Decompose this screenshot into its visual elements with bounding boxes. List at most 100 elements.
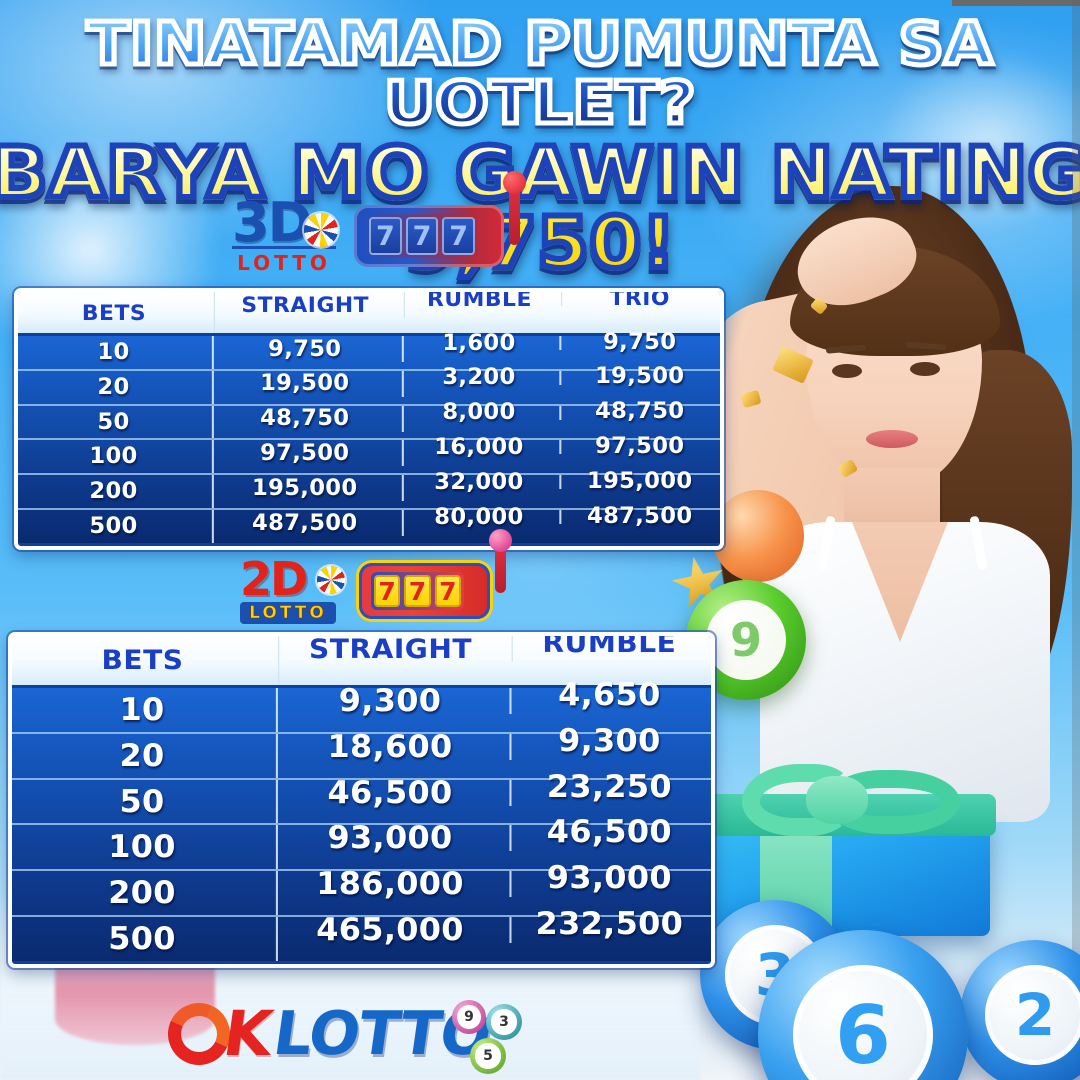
cell-bet: 500 xyxy=(18,510,214,543)
logo-2d-lotto: 2D LOTTO 7 7 7 xyxy=(240,529,512,630)
cell-rumble: 93,000 xyxy=(547,860,673,897)
mini-lottery-ball: 9 xyxy=(452,1000,486,1034)
slot-lever-icon xyxy=(495,541,506,593)
paytable-3d-body: 10 9,750 1,600 9,750 20 19,500 3,200 19,… xyxy=(18,330,720,543)
mini-lottery-ball: 3 xyxy=(486,1004,522,1040)
table-row: 100 97,500 16,000 97,500 xyxy=(18,433,720,476)
column-header-bets: BETS xyxy=(18,292,215,333)
column-header-bets: BETS xyxy=(12,636,280,685)
mini-ball-number: 9 xyxy=(457,1005,481,1029)
cell-trio: 487,500 xyxy=(586,503,692,529)
cell-bet: 200 xyxy=(18,475,214,509)
logo-3d-wordmark: 3D LOTTO xyxy=(232,190,342,275)
paytable-3d-lotto: BETS STRAIGHT RUMBLE TRIO 10 9,750 1,600… xyxy=(14,288,724,550)
table-row: 500 487,500 80,000 487,500 xyxy=(18,503,720,543)
cell-straight: 9,750 xyxy=(208,336,404,362)
orange-ball-prop xyxy=(712,490,804,582)
logo-2d-wordmark: 2D LOTTO xyxy=(240,551,347,625)
table-row: 500 465,000 232,500 xyxy=(12,906,711,961)
cell-straight: 48,750 xyxy=(208,405,404,432)
cell-bet: 20 xyxy=(18,370,214,404)
lottery-ball-blue: 2 xyxy=(960,940,1080,1080)
headline-block: TINATAMAD PUMUNTA SA UOTLET? BARYA MO GA… xyxy=(0,12,1080,282)
column-header-trio: TRIO xyxy=(608,288,670,310)
cell-rumble: 32,000 xyxy=(398,470,561,495)
cell-rumble: 46,500 xyxy=(547,814,673,851)
cell-straight: 465,000 xyxy=(271,912,512,948)
column-header-straight: STRAIGHT xyxy=(207,292,405,318)
cell-bet: 50 xyxy=(12,779,279,824)
logo-2d-brand: 2D xyxy=(240,551,308,606)
logo-3d-brand: 3D xyxy=(232,190,312,254)
cell-rumble: 232,500 xyxy=(535,906,684,943)
cell-straight: 93,000 xyxy=(271,820,512,856)
table-row: 200 186,000 93,000 xyxy=(12,860,711,918)
cell-straight: 195,000 xyxy=(208,475,404,502)
cell-rumble: 8,000 xyxy=(398,400,561,425)
column-header-straight: STRAIGHT xyxy=(269,636,513,665)
column-header-rumble: RUMBLE xyxy=(542,632,677,659)
philippine-sun-icon xyxy=(339,1013,377,1051)
cell-bet: 100 xyxy=(18,440,214,474)
table-row: 50 48,750 8,000 48,750 xyxy=(18,399,720,441)
table-row: 20 18,600 9,300 xyxy=(12,722,711,780)
paytable-2d-lotto: BETS STRAIGHT RUMBLE 10 9,300 4,650 20 1… xyxy=(8,632,715,968)
cell-bet: 20 xyxy=(12,733,279,778)
cell-trio: 195,000 xyxy=(586,468,692,494)
logo-3d-lotto: 3D LOTTO 7 7 7 xyxy=(232,171,526,286)
cell-straight: 487,500 xyxy=(208,510,404,537)
slot-reel: 7 xyxy=(442,217,476,255)
mini-ball-number: 5 xyxy=(475,1043,501,1069)
paytable-3d-header: BETS STRAIGHT RUMBLE TRIO xyxy=(18,292,720,336)
cell-rumble: 1,600 xyxy=(398,331,561,356)
gift-bow-knot xyxy=(806,776,868,824)
cell-straight: 186,000 xyxy=(271,866,512,902)
cell-bet: 50 xyxy=(18,405,214,439)
headline-line-1: TINATAMAD PUMUNTA SA UOTLET? xyxy=(0,12,1080,135)
cell-rumble: 23,250 xyxy=(547,768,673,805)
logo-2d-sub: LOTTO xyxy=(240,602,336,625)
cell-straight: 97,500 xyxy=(208,440,404,467)
mini-ball-number: 3 xyxy=(491,1009,517,1035)
cell-bet: 100 xyxy=(12,825,279,870)
table-row: 10 9,300 4,650 xyxy=(12,677,711,734)
slot-machine-icon: 7 7 7 xyxy=(358,529,512,619)
model-eye-right xyxy=(910,362,940,376)
cell-rumble: 3,200 xyxy=(398,365,561,390)
logo-3d-sub: LOTTO xyxy=(232,246,336,275)
model-lips xyxy=(866,430,918,448)
oklotto-k-letter: K xyxy=(218,997,278,1070)
slot-reel: 7 xyxy=(404,575,431,607)
cell-trio: 97,500 xyxy=(594,433,684,459)
cell-rumble: 9,300 xyxy=(558,722,661,759)
cell-rumble: 16,000 xyxy=(398,435,561,460)
slot-reel: 7 xyxy=(373,575,401,607)
lottery-ball-number: 9 xyxy=(706,600,786,680)
cell-bet: 500 xyxy=(12,917,279,961)
cell-rumble: 4,650 xyxy=(558,677,661,713)
column-header-rumble: RUMBLE xyxy=(397,292,562,311)
table-row: 20 19,500 3,200 19,500 xyxy=(18,364,720,406)
slot-window: 7 7 7 xyxy=(370,572,464,610)
cell-trio: 48,750 xyxy=(594,399,684,425)
slot-lever-knob-icon xyxy=(489,529,512,552)
slot-lever-knob-icon xyxy=(503,171,526,194)
cell-straight: 18,600 xyxy=(271,729,512,765)
slot-lever-icon xyxy=(509,183,520,245)
table-row: 10 9,750 1,600 9,750 xyxy=(18,330,720,371)
table-row: 200 195,000 32,000 195,000 xyxy=(18,468,720,511)
cell-straight: 9,300 xyxy=(271,683,512,719)
lottery-ball-number: 6 xyxy=(793,965,933,1080)
slot-reel: 7 xyxy=(369,217,402,255)
right-edge-strip xyxy=(1072,0,1080,1080)
cell-bet: 10 xyxy=(18,336,214,369)
model-eye-left xyxy=(832,364,862,378)
top-edge-strip xyxy=(952,0,1080,6)
table-row: 100 93,000 46,500 xyxy=(12,814,711,872)
slot-reel: 7 xyxy=(405,217,439,255)
slot-reel: 7 xyxy=(434,575,461,607)
cell-bet: 200 xyxy=(12,871,279,916)
cell-straight: 46,500 xyxy=(271,775,512,811)
slot-window: 7 7 7 xyxy=(366,214,478,258)
